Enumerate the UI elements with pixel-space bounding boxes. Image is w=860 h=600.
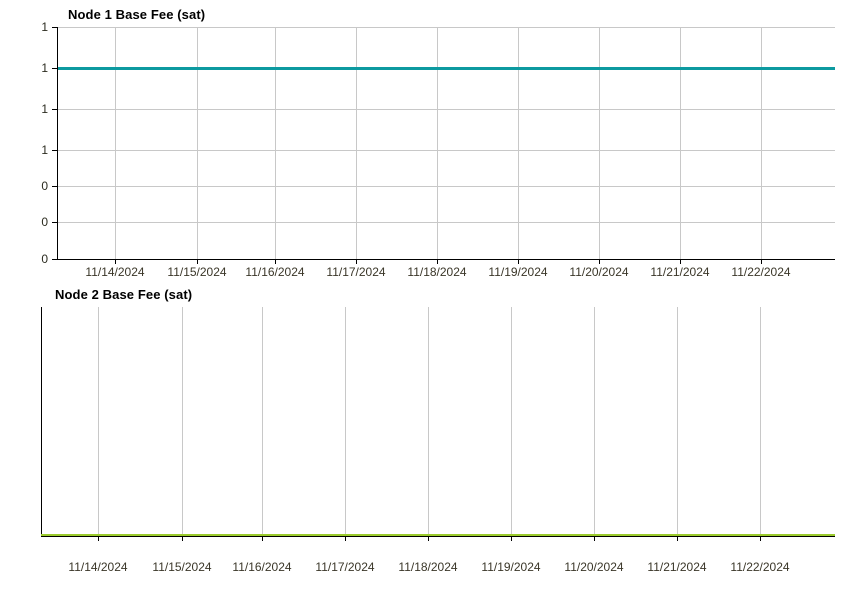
y-tick-label: 0 [41, 215, 48, 229]
y-tick-label: 0 [41, 252, 48, 266]
x-tick-label: 11/22/2024 [731, 265, 791, 279]
gridline-v [345, 307, 346, 535]
chart-panel-node1: Node 1 Base Fee (sat) [0, 0, 860, 285]
y-tick-label: 1 [41, 20, 48, 34]
x-tick-mark [428, 536, 429, 541]
x-tick-label: 11/16/2024 [232, 560, 292, 574]
y-tick-mark [52, 27, 57, 28]
x-tick-mark [518, 259, 519, 264]
chart-title-node1: Node 1 Base Fee (sat) [68, 7, 206, 22]
y-tick-mark [52, 68, 57, 69]
x-tick-label: 11/22/2024 [730, 560, 790, 574]
gridline-v [511, 307, 512, 535]
x-tick-label: 11/18/2024 [407, 265, 467, 279]
x-tick-mark [182, 536, 183, 541]
y-tick-label: 1 [41, 61, 48, 75]
gridline-h [57, 150, 835, 151]
x-tick-mark [345, 536, 346, 541]
gridline-h [57, 27, 835, 28]
x-tick-label: 11/21/2024 [647, 560, 707, 574]
x-tick-mark [356, 259, 357, 264]
gridline-h [57, 109, 835, 110]
gridline-v [437, 27, 438, 259]
x-tick-label: 11/20/2024 [564, 560, 624, 574]
x-axis-node2 [41, 536, 835, 537]
x-tick-mark [760, 536, 761, 541]
x-tick-mark [262, 536, 263, 541]
x-tick-mark [599, 259, 600, 264]
x-axis-node1 [57, 259, 835, 260]
y-tick-mark [52, 186, 57, 187]
x-tick-label: 11/14/2024 [68, 560, 128, 574]
y-axis-node1 [57, 27, 58, 260]
gridline-v [518, 27, 519, 259]
y-tick-label: 0 [41, 179, 48, 193]
gridline-v [594, 307, 595, 535]
x-tick-mark [677, 536, 678, 541]
y-tick-label: 1 [41, 143, 48, 157]
gridline-v [197, 27, 198, 259]
y-tick-mark [52, 150, 57, 151]
x-tick-label: 11/16/2024 [245, 265, 305, 279]
gridline-h [57, 186, 835, 187]
gridline-v [677, 307, 678, 535]
gridline-h [57, 222, 835, 223]
series-line-node1 [57, 67, 835, 70]
y-tick-mark [52, 109, 57, 110]
gridline-v [760, 307, 761, 535]
y-tick-label: 1 [41, 102, 48, 116]
chart-title-node2: Node 2 Base Fee (sat) [55, 287, 193, 302]
gridline-v [275, 27, 276, 259]
y-tick-mark [52, 259, 57, 260]
gridline-v [599, 27, 600, 259]
x-tick-mark [197, 259, 198, 264]
gridline-v [98, 307, 99, 535]
x-tick-label: 11/14/2024 [85, 265, 145, 279]
gridline-v [262, 307, 263, 535]
gridline-v [428, 307, 429, 535]
gridline-v [356, 27, 357, 259]
x-tick-label: 11/15/2024 [167, 265, 227, 279]
x-tick-mark [594, 536, 595, 541]
x-tick-label: 11/17/2024 [315, 560, 375, 574]
gridline-v [182, 307, 183, 535]
x-tick-label: 11/21/2024 [650, 265, 710, 279]
x-tick-mark [511, 536, 512, 541]
plot-area-node2 [41, 307, 835, 535]
chart-panel-node2: Node 2 Base Fee (sat) [0, 285, 860, 600]
x-tick-label: 11/17/2024 [326, 265, 386, 279]
x-tick-mark [680, 259, 681, 264]
x-tick-mark [761, 259, 762, 264]
x-tick-label: 11/20/2024 [569, 265, 629, 279]
gridline-v [115, 27, 116, 259]
gridline-v [761, 27, 762, 259]
x-tick-label: 11/19/2024 [488, 265, 548, 279]
plot-area-node1 [57, 27, 835, 259]
x-tick-mark [115, 259, 116, 264]
series-line-node2 [41, 534, 835, 536]
x-tick-label: 11/15/2024 [152, 560, 212, 574]
x-tick-mark [437, 259, 438, 264]
y-tick-mark [52, 222, 57, 223]
x-tick-label: 11/19/2024 [481, 560, 541, 574]
x-tick-label: 11/18/2024 [398, 560, 458, 574]
x-tick-mark [98, 536, 99, 541]
y-axis-node2 [41, 307, 42, 536]
gridline-v [680, 27, 681, 259]
x-tick-mark [275, 259, 276, 264]
